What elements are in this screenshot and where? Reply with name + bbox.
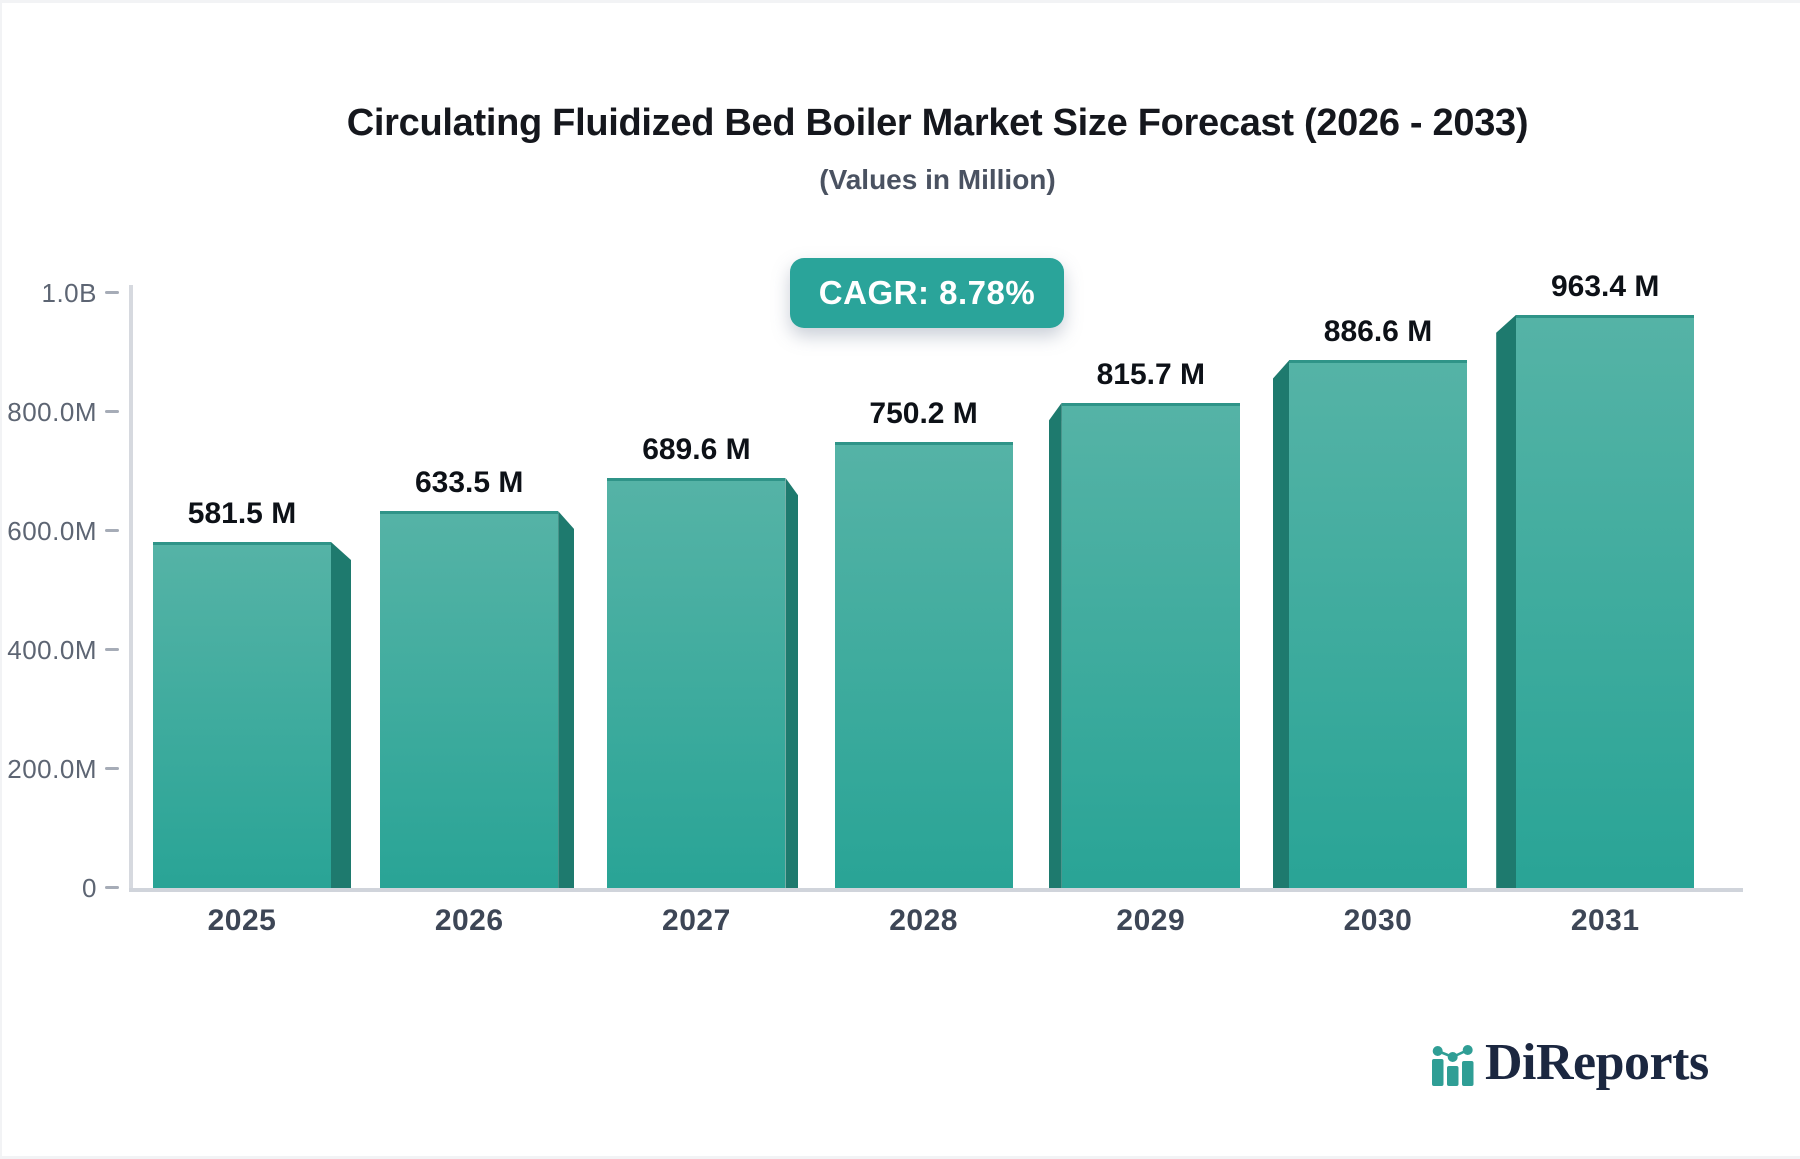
- bar-2031: [1516, 314, 1695, 888]
- 3d-bar-side-face: [331, 542, 351, 888]
- y-axis-tick-mark: [105, 529, 119, 532]
- bar-2028: [834, 441, 1013, 888]
- bar-value-label: 633.5 M: [414, 466, 524, 500]
- y-axis-tick-mark: [105, 886, 119, 889]
- bar-2026: [380, 511, 559, 888]
- bar-value-label: 815.7 M: [1096, 357, 1205, 391]
- 3d-bar-side-face: [1048, 402, 1062, 888]
- bar-value-label: 581.5 M: [187, 497, 297, 530]
- y-axis-tick-label: 1.0B: [41, 278, 97, 308]
- y-axis-tick-label: 200.0M: [7, 754, 97, 784]
- y-axis-tick-label: 0: [82, 873, 97, 903]
- 3d-bar-side-face: [1273, 360, 1289, 888]
- bar-value-label: 750.2 M: [869, 396, 978, 430]
- bar-chart-plot-area: 1.0B 800.0M 600.0M 400.0M 200.0M 0 581.5 M 2025…: [2, 3, 1800, 1159]
- y-axis-line: [129, 285, 133, 892]
- x-axis-label-2029: 2029: [1116, 904, 1186, 937]
- bar-2030: [1289, 360, 1467, 888]
- bar-2029: [1061, 402, 1240, 888]
- y-axis-tick-mark: [105, 648, 119, 651]
- y-axis-tick-label: 400.0M: [7, 635, 97, 665]
- 3d-bar-side-face: [785, 477, 799, 888]
- y-axis-tick-mark: [105, 291, 119, 294]
- x-axis-label-2026: 2026: [434, 904, 504, 937]
- x-axis-label-2030: 2030: [1343, 904, 1413, 937]
- chart-subtitle: (Values in Million): [819, 164, 1056, 195]
- bar-value-label: 689.6 M: [642, 432, 751, 466]
- y-axis-tick-label: 600.0M: [7, 516, 97, 546]
- cagr-badge-label: CAGR: 8.78%: [818, 274, 1036, 311]
- y-axis-tick-mark: [105, 410, 119, 413]
- 3d-bar-side-face: [1496, 314, 1517, 888]
- bar-2025: [153, 542, 331, 888]
- direports-logo: DiReports: [1432, 1034, 1709, 1091]
- x-axis-baseline: [129, 888, 1743, 892]
- chart-title: Circulating Fluidized Bed Boiler Market …: [346, 102, 1529, 144]
- direports-logo-icon: [1432, 1045, 1474, 1086]
- x-axis-label-2028: 2028: [889, 904, 958, 937]
- bar-value-label: 886.6 M: [1323, 315, 1433, 349]
- x-axis-label-2025: 2025: [207, 904, 277, 937]
- y-axis-tick-mark: [105, 767, 119, 770]
- chart-card: Circulating Fluidized Bed Boiler Market …: [2, 3, 1800, 1156]
- x-axis-label-2027: 2027: [662, 904, 731, 937]
- x-axis-label-2031: 2031: [1570, 904, 1640, 937]
- direports-logo-text: DiReports: [1485, 1034, 1709, 1091]
- bar-value-label: 963.4 M: [1550, 269, 1660, 303]
- chart-header: Circulating Fluidized Bed Boiler Market …: [132, 99, 1743, 197]
- 3d-bar-side-face: [558, 511, 575, 888]
- y-axis-tick-label: 800.0M: [7, 397, 97, 427]
- cagr-badge: CAGR: 8.78%: [790, 258, 1064, 328]
- bar-2027: [607, 477, 786, 888]
